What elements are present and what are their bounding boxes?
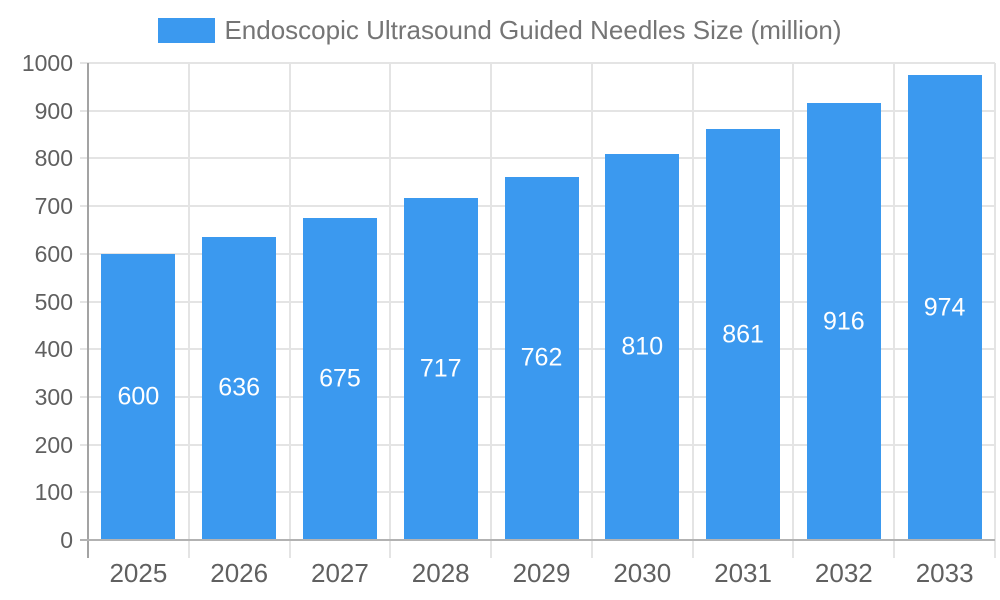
y-tick-label: 100 xyxy=(34,479,73,506)
y-tick-label: 900 xyxy=(34,97,73,124)
x-tick-label: 2033 xyxy=(915,558,974,588)
x-axis-line xyxy=(80,539,995,541)
bar xyxy=(504,176,579,539)
x-tick-label: 2032 xyxy=(814,558,873,588)
h-gridline xyxy=(80,62,995,64)
chart-legend[interactable]: Endoscopic Ultrasound Guided Needles Siz… xyxy=(0,14,1000,46)
y-tick-label: 400 xyxy=(34,336,73,363)
bar-value-label: 600 xyxy=(117,382,160,411)
bar-value-label: 762 xyxy=(520,343,563,372)
bar xyxy=(403,197,478,539)
bar-value-label: 717 xyxy=(419,354,462,383)
x-tick-label: 2027 xyxy=(311,558,369,588)
y-tick-label: 800 xyxy=(34,145,73,172)
x-tick-label: 2029 xyxy=(512,558,571,588)
bar xyxy=(806,103,881,539)
x-tick-label: 2026 xyxy=(210,558,269,588)
v-gridline xyxy=(792,63,795,558)
v-gridline xyxy=(490,63,493,558)
bar xyxy=(907,75,982,539)
y-axis-line xyxy=(87,63,89,558)
bar-value-label: 675 xyxy=(319,364,361,393)
v-gridline xyxy=(691,63,694,558)
bar-value-label: 810 xyxy=(621,332,664,361)
v-gridline xyxy=(389,63,392,558)
y-tick-label: 200 xyxy=(34,431,73,458)
x-tick-label: 2025 xyxy=(109,558,168,588)
x-tick-label: 2028 xyxy=(411,558,470,588)
x-tick-label: 2030 xyxy=(613,558,672,588)
y-tick-label: 700 xyxy=(34,193,73,220)
y-tick-label: 0 xyxy=(60,527,73,553)
y-tick-label: 600 xyxy=(34,240,73,267)
y-tick-label: 1000 xyxy=(21,50,73,76)
v-gridline xyxy=(590,63,593,558)
bar-value-label: 861 xyxy=(722,320,764,349)
bar xyxy=(101,253,176,539)
v-gridline xyxy=(893,63,896,558)
v-gridline xyxy=(187,63,190,558)
x-tick-label: 2031 xyxy=(714,558,772,588)
legend-label: Endoscopic Ultrasound Guided Needles Siz… xyxy=(224,14,842,45)
bar xyxy=(302,218,377,539)
h-gridline xyxy=(80,109,995,112)
legend-swatch xyxy=(158,17,216,43)
bar-value-label: 916 xyxy=(822,307,865,336)
bar-value-label: 636 xyxy=(218,373,261,402)
bar xyxy=(605,153,680,539)
y-tick-label: 500 xyxy=(34,288,73,315)
y-tick-label: 300 xyxy=(34,383,73,410)
v-gridline xyxy=(288,63,291,558)
h-gridline xyxy=(80,157,995,160)
bar xyxy=(706,129,781,539)
v-gridline xyxy=(994,63,996,558)
bar xyxy=(202,236,277,539)
bar-value-label: 974 xyxy=(923,293,966,322)
